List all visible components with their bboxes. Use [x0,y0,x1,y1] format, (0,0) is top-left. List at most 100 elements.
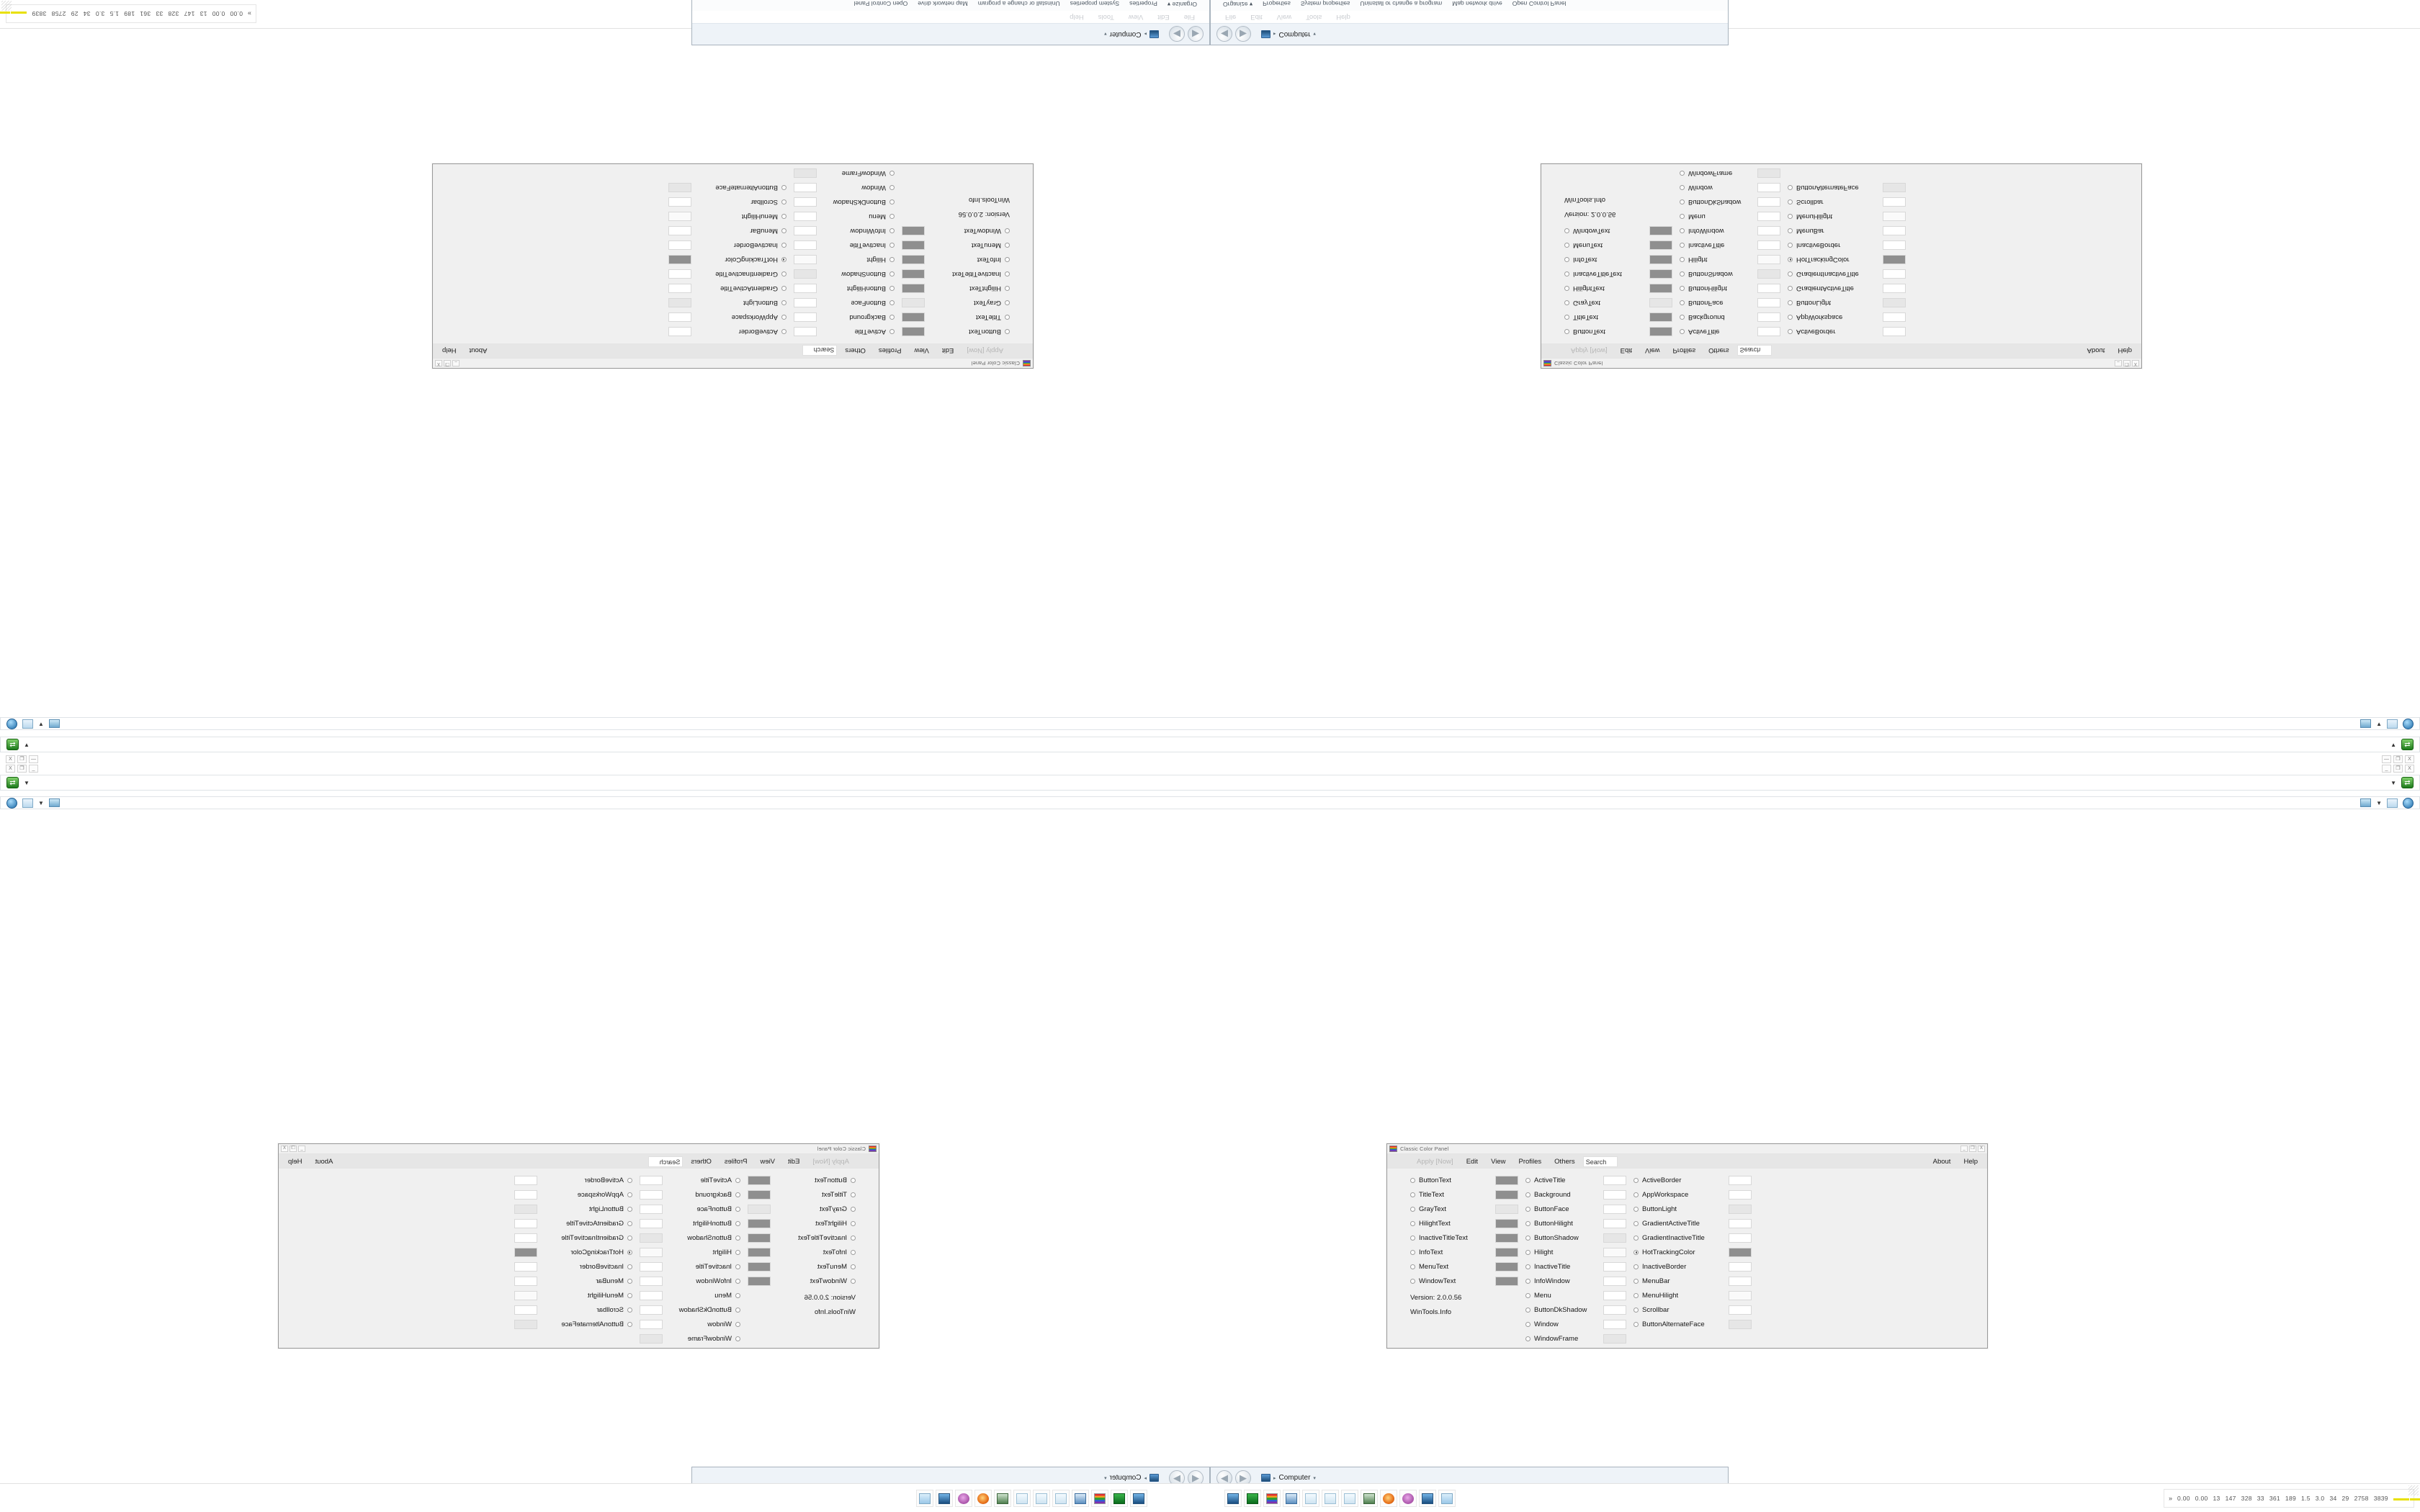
color-entry-radio[interactable] [1788,301,1793,306]
sync-icon[interactable]: ⇄ [6,739,19,750]
color-entry[interactable]: GrayText [925,296,1010,310]
color-entry-radio[interactable] [735,1221,740,1226]
menu-others[interactable]: Others [684,1158,718,1166]
color-entry[interactable]: Background [663,1187,740,1202]
chevron-right-icon[interactable]: ▸ [1144,1475,1147,1481]
color-entry-radio[interactable] [1564,315,1569,320]
color-swatch[interactable] [1757,256,1780,265]
color-entry[interactable]: ButtonText [1410,1173,1495,1187]
menu-view[interactable]: View [754,1158,781,1166]
color-entry[interactable]: TitleText [1410,1187,1495,1202]
color-entry-radio[interactable] [1634,1250,1639,1255]
color-entry[interactable]: GrayText [1564,296,1649,310]
menu-profiles[interactable]: Profiles [872,347,908,355]
chevron-down-icon[interactable]: ▾ [1104,32,1107,37]
color-entry[interactable]: WindowText [1564,224,1649,238]
color-entry[interactable]: InactiveBorder [691,238,786,253]
color-entry[interactable]: InfoText [925,253,1010,267]
color-entry-radio[interactable] [889,200,895,205]
color-entry[interactable]: HilightText [771,1216,856,1230]
color-entry-radio[interactable] [1005,315,1010,320]
taskbar-button[interactable] [1438,1490,1456,1507]
color-entry-radio[interactable] [1788,330,1793,335]
chevron-down-icon[interactable]: ▾ [1313,1475,1316,1481]
taskbar-button[interactable] [955,1490,972,1507]
color-entry-radio[interactable] [1788,186,1793,191]
menu-help[interactable]: Help [2111,347,2138,355]
menu-apply[interactable]: Apply [Now] [1564,347,1614,355]
color-swatch[interactable] [794,241,817,251]
color-swatch[interactable] [668,284,691,294]
menu-profiles[interactable]: Profiles [718,1158,754,1166]
color-entry-radio[interactable] [1564,243,1569,248]
color-entry-radio[interactable] [851,1264,856,1269]
color-entry-radio[interactable] [1525,1221,1531,1226]
color-entry-radio[interactable] [1634,1236,1639,1241]
color-swatch[interactable] [1729,1320,1752,1329]
picture-icon[interactable] [49,719,60,728]
picture-icon[interactable] [2360,719,2371,728]
color-swatch[interactable] [1757,212,1780,222]
menu-file[interactable]: File [1177,13,1202,21]
color-entry[interactable]: HilightText [1564,282,1649,296]
color-entry[interactable]: Scrollbar [691,195,786,210]
color-entry-radio[interactable] [1525,1293,1531,1298]
color-entry[interactable]: ButtonHilight [1680,282,1757,296]
menu-others[interactable]: Others [838,347,872,355]
color-entry-radio[interactable] [1564,330,1569,335]
color-swatch[interactable] [794,284,817,294]
toolbar-organize[interactable]: Organize ▾ [1218,0,1258,8]
color-entry-radio[interactable] [851,1207,856,1212]
color-swatch[interactable] [748,1277,771,1286]
color-swatch[interactable] [1729,1262,1752,1272]
color-entry-radio[interactable] [627,1236,632,1241]
color-entry-radio[interactable] [1680,200,1685,205]
color-entry-radio[interactable] [1525,1178,1531,1183]
color-entry-radio[interactable] [735,1336,740,1341]
ie-icon[interactable] [6,719,17,729]
color-entry-radio[interactable] [889,301,895,306]
color-entry[interactable]: HilightText [1410,1216,1495,1230]
breadcrumb[interactable]: ▸Computer▾ [1261,1474,1316,1482]
color-entry-radio[interactable] [735,1293,740,1298]
color-entry-radio[interactable] [1788,229,1793,234]
menu-apply[interactable]: Apply [Now] [1410,1158,1460,1166]
color-entry-radio[interactable] [1634,1178,1639,1183]
color-swatch[interactable] [1883,299,1906,308]
minimize-icon[interactable]: _ [2115,360,2122,366]
color-swatch[interactable] [1603,1277,1626,1286]
menu-apply[interactable]: Apply [Now] [806,1158,856,1166]
color-entry[interactable]: MenuBar [537,1274,632,1288]
menu-edit[interactable]: Edit [936,347,960,355]
color-entry-radio[interactable] [1680,229,1685,234]
color-swatch[interactable] [514,1233,537,1243]
color-swatch[interactable] [640,1233,663,1243]
taskbar-button[interactable] [1399,1490,1417,1507]
color-swatch[interactable] [640,1291,663,1300]
color-entry-radio[interactable] [1525,1207,1531,1212]
color-swatch[interactable] [1883,328,1906,337]
color-swatch[interactable] [1649,227,1672,236]
color-entry-radio[interactable] [1788,272,1793,277]
color-entry[interactable]: ButtonLight [1788,296,1883,310]
color-entry-radio[interactable] [889,258,895,263]
color-entry-radio[interactable] [889,229,895,234]
toolbar-properties[interactable]: Properties [1124,1,1162,8]
color-entry[interactable]: ButtonShadow [817,267,895,282]
color-entry-radio[interactable] [1680,215,1685,220]
color-swatch[interactable] [1757,313,1780,323]
menu-apply[interactable]: Apply [Now] [960,347,1010,355]
taskbar-button[interactable] [1130,1490,1147,1507]
color-entry-radio[interactable] [1005,229,1010,234]
color-swatch[interactable] [640,1205,663,1214]
color-swatch[interactable] [1729,1277,1752,1286]
color-entry[interactable]: TitleText [925,310,1010,325]
toolbar-open-control-panel[interactable]: Open Control Panel [849,1,913,8]
color-entry-radio[interactable] [781,215,786,220]
color-entry-radio[interactable] [1410,1236,1415,1241]
color-swatch[interactable] [640,1248,663,1257]
color-entry[interactable]: HotTrackingColor [1634,1245,1729,1259]
color-entry[interactable]: InfoText [771,1245,856,1259]
color-entry[interactable]: MenuBar [1788,224,1883,238]
folder-pane-icon[interactable] [22,719,33,729]
